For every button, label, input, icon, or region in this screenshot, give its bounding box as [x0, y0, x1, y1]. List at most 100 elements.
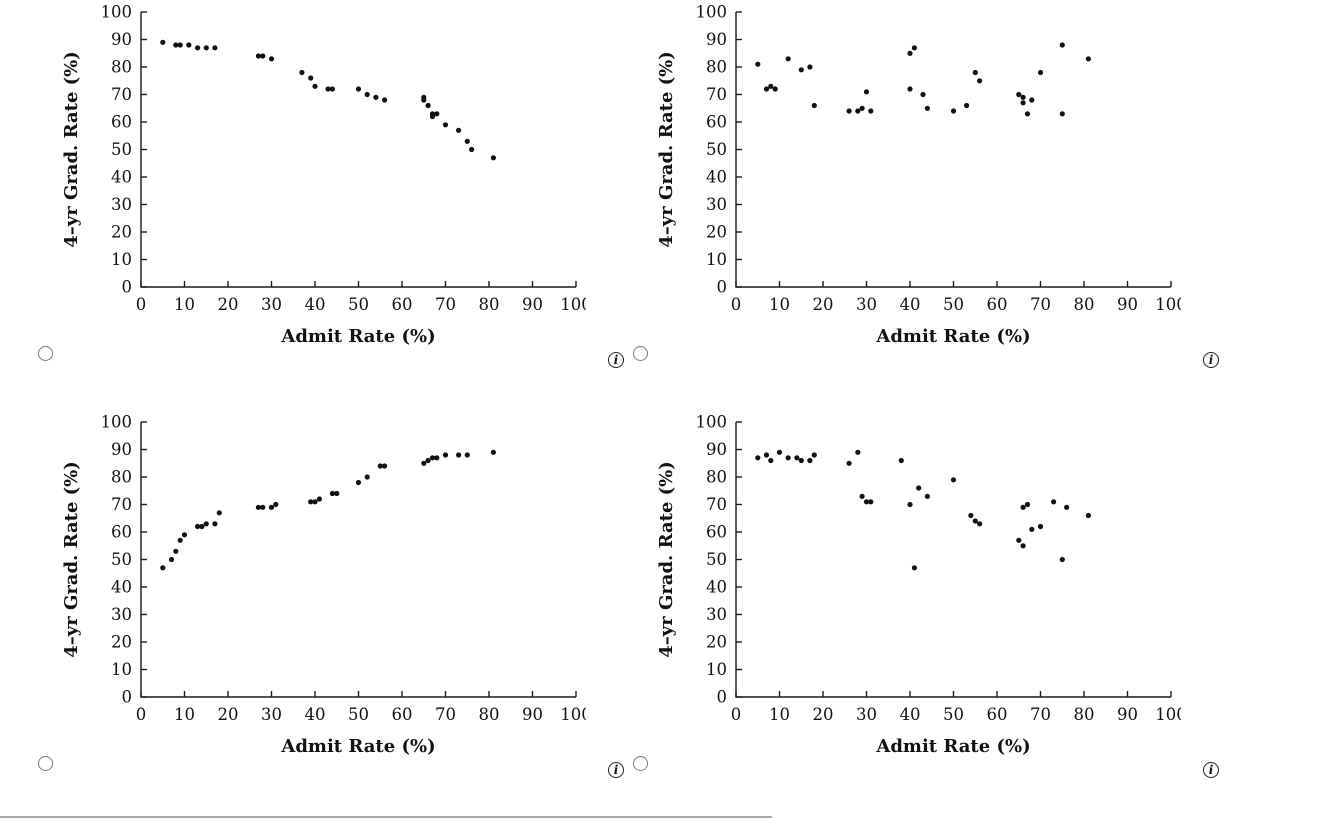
svg-text:4–yr Grad. Rate (%): 4–yr Grad. Rate (%): [61, 51, 82, 248]
svg-text:4–yr Grad. Rate (%): 4–yr Grad. Rate (%): [656, 51, 677, 248]
svg-text:70: 70: [1030, 705, 1051, 724]
svg-text:0: 0: [731, 295, 742, 314]
answer-option-d: 0 10 20 30 40 50 60 70 80 90 100 0 10 20 30 40 50 60 70 80 9…: [625, 410, 1225, 800]
svg-text:60: 60: [987, 705, 1008, 724]
svg-text:30: 30: [261, 295, 282, 314]
svg-text:60: 60: [111, 523, 132, 542]
svg-text:100: 100: [696, 3, 728, 22]
svg-text:70: 70: [706, 85, 727, 104]
svg-text:90: 90: [522, 295, 543, 314]
info-icon-c[interactable]: i: [608, 762, 624, 778]
svg-text:70: 70: [435, 295, 456, 314]
svg-text:40: 40: [305, 705, 326, 724]
svg-text:80: 80: [706, 468, 727, 487]
svg-text:60: 60: [392, 705, 413, 724]
svg-text:30: 30: [706, 195, 727, 214]
svg-text:60: 60: [111, 113, 132, 132]
svg-text:60: 60: [392, 295, 413, 314]
svg-text:90: 90: [111, 440, 132, 459]
svg-text:80: 80: [479, 705, 500, 724]
svg-text:60: 60: [706, 523, 727, 542]
svg-text:10: 10: [769, 705, 790, 724]
svg-text:30: 30: [856, 705, 877, 724]
svg-text:80: 80: [479, 295, 500, 314]
svg-text:90: 90: [706, 440, 727, 459]
svg-text:90: 90: [1117, 295, 1138, 314]
answer-option-b: 0 10 20 30 40 50 60 70 80 90 100 0 10 20 30 40 50 60 70 80 9…: [625, 0, 1225, 390]
svg-text:80: 80: [1074, 705, 1095, 724]
svg-text:100: 100: [101, 3, 133, 22]
svg-text:70: 70: [1030, 295, 1051, 314]
svg-text:40: 40: [305, 295, 326, 314]
svg-text:0: 0: [717, 278, 728, 297]
svg-text:30: 30: [706, 605, 727, 624]
svg-text:100: 100: [560, 295, 586, 314]
svg-text:10: 10: [706, 250, 727, 269]
scatterplot-option-a: 0 10 20 30 40 50 60 70 80 90 100 0 10 20 30 40 50 60 70 80 9…: [61, 3, 586, 348]
svg-text:70: 70: [706, 495, 727, 514]
svg-text:100: 100: [101, 413, 133, 432]
svg-text:90: 90: [522, 705, 543, 724]
svg-text:90: 90: [1117, 705, 1138, 724]
svg-text:Admit Rate (%): Admit Rate (%): [280, 326, 435, 347]
svg-text:80: 80: [111, 58, 132, 77]
svg-text:0: 0: [136, 295, 147, 314]
svg-text:Admit Rate (%): Admit Rate (%): [875, 326, 1030, 347]
svg-text:20: 20: [706, 633, 727, 652]
info-icon-a[interactable]: i: [608, 352, 624, 368]
svg-text:60: 60: [706, 113, 727, 132]
svg-text:10: 10: [769, 295, 790, 314]
svg-text:10: 10: [174, 295, 195, 314]
svg-text:10: 10: [111, 660, 132, 679]
svg-text:20: 20: [218, 705, 239, 724]
svg-text:10: 10: [174, 705, 195, 724]
answer-option-a: 0 10 20 30 40 50 60 70 80 90 100 0 10 20 30 40 50 60 70 80 9…: [30, 0, 630, 390]
svg-text:0: 0: [136, 705, 147, 724]
scatterplot-option-c: 0 10 20 30 40 50 60 70 80 90 100 0 10 20 30 40 50 60 70 80 9…: [61, 413, 586, 758]
svg-text:80: 80: [111, 468, 132, 487]
svg-text:40: 40: [706, 578, 727, 597]
scatterplot-option-b: 0 10 20 30 40 50 60 70 80 90 100 0 10 20 30 40 50 60 70 80 9…: [656, 3, 1181, 348]
svg-text:4–yr Grad. Rate (%): 4–yr Grad. Rate (%): [656, 461, 677, 658]
svg-text:20: 20: [111, 223, 132, 242]
svg-text:60: 60: [987, 295, 1008, 314]
radio-option-b[interactable]: [633, 346, 648, 361]
svg-text:0: 0: [122, 278, 133, 297]
svg-text:50: 50: [111, 550, 132, 569]
info-icon-d[interactable]: i: [1203, 762, 1219, 778]
svg-text:50: 50: [348, 295, 369, 314]
svg-text:70: 70: [435, 705, 456, 724]
svg-text:40: 40: [706, 168, 727, 187]
svg-text:100: 100: [560, 705, 586, 724]
answer-option-c: 0 10 20 30 40 50 60 70 80 90 100 0 10 20 30 40 50 60 70 80 9…: [30, 410, 630, 800]
svg-text:40: 40: [111, 168, 132, 187]
svg-text:20: 20: [813, 295, 834, 314]
svg-text:10: 10: [706, 660, 727, 679]
svg-text:80: 80: [1074, 295, 1095, 314]
radio-option-c[interactable]: [38, 756, 53, 771]
svg-text:70: 70: [111, 495, 132, 514]
bottom-divider: [0, 816, 772, 818]
svg-text:50: 50: [943, 705, 964, 724]
radio-option-d[interactable]: [633, 756, 648, 771]
svg-text:80: 80: [706, 58, 727, 77]
svg-text:90: 90: [706, 30, 727, 49]
svg-text:4–yr Grad. Rate (%): 4–yr Grad. Rate (%): [61, 461, 82, 658]
svg-text:0: 0: [122, 688, 133, 707]
svg-text:10: 10: [111, 250, 132, 269]
radio-option-a[interactable]: [38, 346, 53, 361]
svg-text:30: 30: [111, 195, 132, 214]
svg-text:20: 20: [813, 705, 834, 724]
svg-text:Admit Rate (%): Admit Rate (%): [280, 736, 435, 757]
svg-text:50: 50: [943, 295, 964, 314]
svg-text:Admit Rate (%): Admit Rate (%): [875, 736, 1030, 757]
svg-text:40: 40: [111, 578, 132, 597]
svg-text:30: 30: [261, 705, 282, 724]
svg-text:100: 100: [1155, 295, 1181, 314]
svg-text:50: 50: [706, 550, 727, 569]
svg-text:20: 20: [706, 223, 727, 242]
svg-text:0: 0: [731, 705, 742, 724]
svg-text:40: 40: [900, 295, 921, 314]
info-icon-b[interactable]: i: [1203, 352, 1219, 368]
